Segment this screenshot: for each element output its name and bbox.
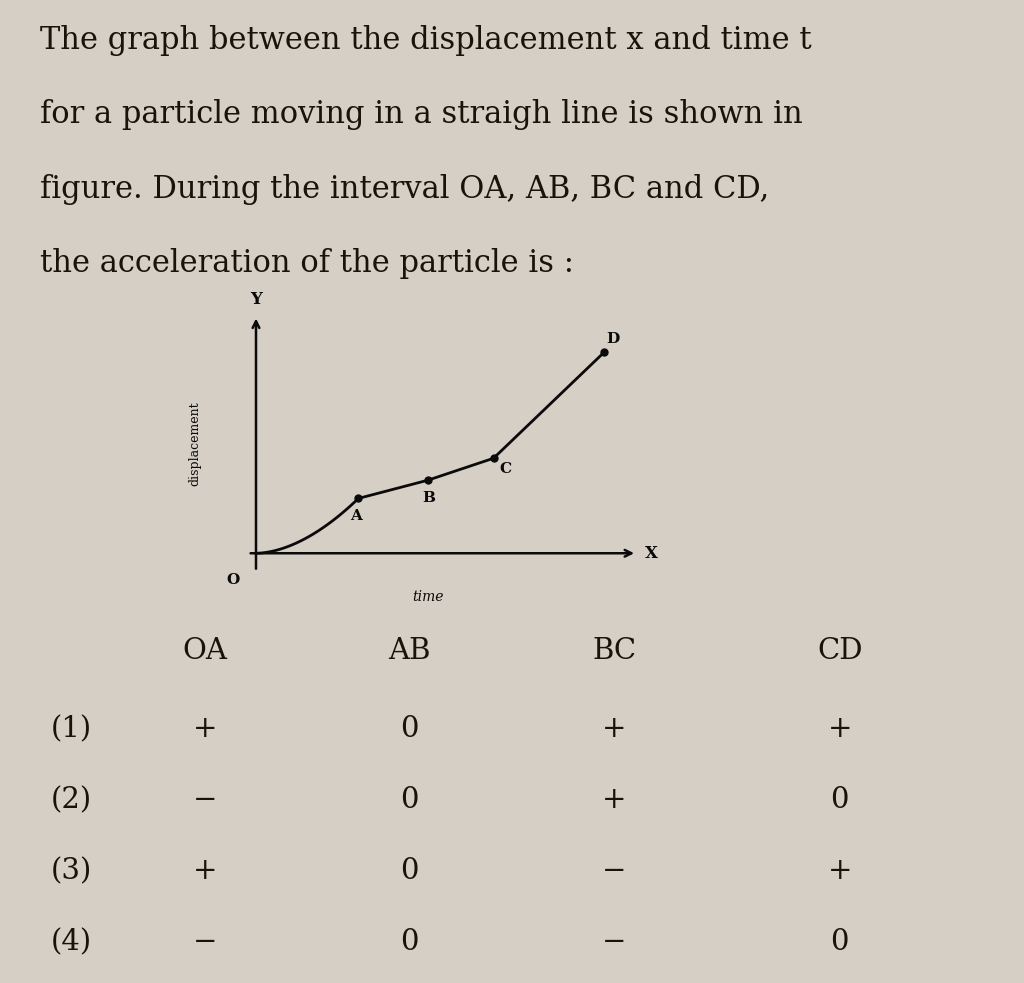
Text: +: + <box>193 716 217 743</box>
Text: OA: OA <box>182 637 227 665</box>
Text: Y: Y <box>250 291 262 309</box>
Text: (4): (4) <box>51 928 92 956</box>
Text: 0: 0 <box>830 786 849 814</box>
Text: (3): (3) <box>51 857 92 886</box>
Text: D: D <box>606 332 620 346</box>
Text: −: − <box>602 857 627 886</box>
Text: B: B <box>422 492 435 505</box>
Text: figure. During the interval OA, AB, BC and CD,: figure. During the interval OA, AB, BC a… <box>40 174 769 204</box>
Text: the acceleration of the particle is :: the acceleration of the particle is : <box>40 248 574 279</box>
Text: X: X <box>645 545 658 561</box>
Text: +: + <box>193 857 217 886</box>
Text: −: − <box>193 786 217 814</box>
Text: displacement: displacement <box>188 401 201 486</box>
Text: +: + <box>602 786 627 814</box>
Text: −: − <box>193 928 217 956</box>
Text: CD: CD <box>817 637 862 665</box>
Text: 0: 0 <box>830 928 849 956</box>
Text: +: + <box>602 716 627 743</box>
Text: O: O <box>226 573 240 588</box>
Text: BC: BC <box>592 637 637 665</box>
Text: 0: 0 <box>400 786 419 814</box>
Text: +: + <box>827 716 852 743</box>
Text: for a particle moving in a straigh line is shown in: for a particle moving in a straigh line … <box>40 99 803 131</box>
Text: C: C <box>500 462 512 476</box>
Text: The graph between the displacement x and time t: The graph between the displacement x and… <box>40 26 812 56</box>
Text: (1): (1) <box>51 716 92 743</box>
Text: 0: 0 <box>400 928 419 956</box>
Text: +: + <box>827 857 852 886</box>
Text: time: time <box>413 590 443 604</box>
Text: (2): (2) <box>51 786 92 814</box>
Text: −: − <box>602 928 627 956</box>
Text: AB: AB <box>388 637 431 665</box>
Text: A: A <box>350 509 362 523</box>
Text: 0: 0 <box>400 857 419 886</box>
Text: 0: 0 <box>400 716 419 743</box>
